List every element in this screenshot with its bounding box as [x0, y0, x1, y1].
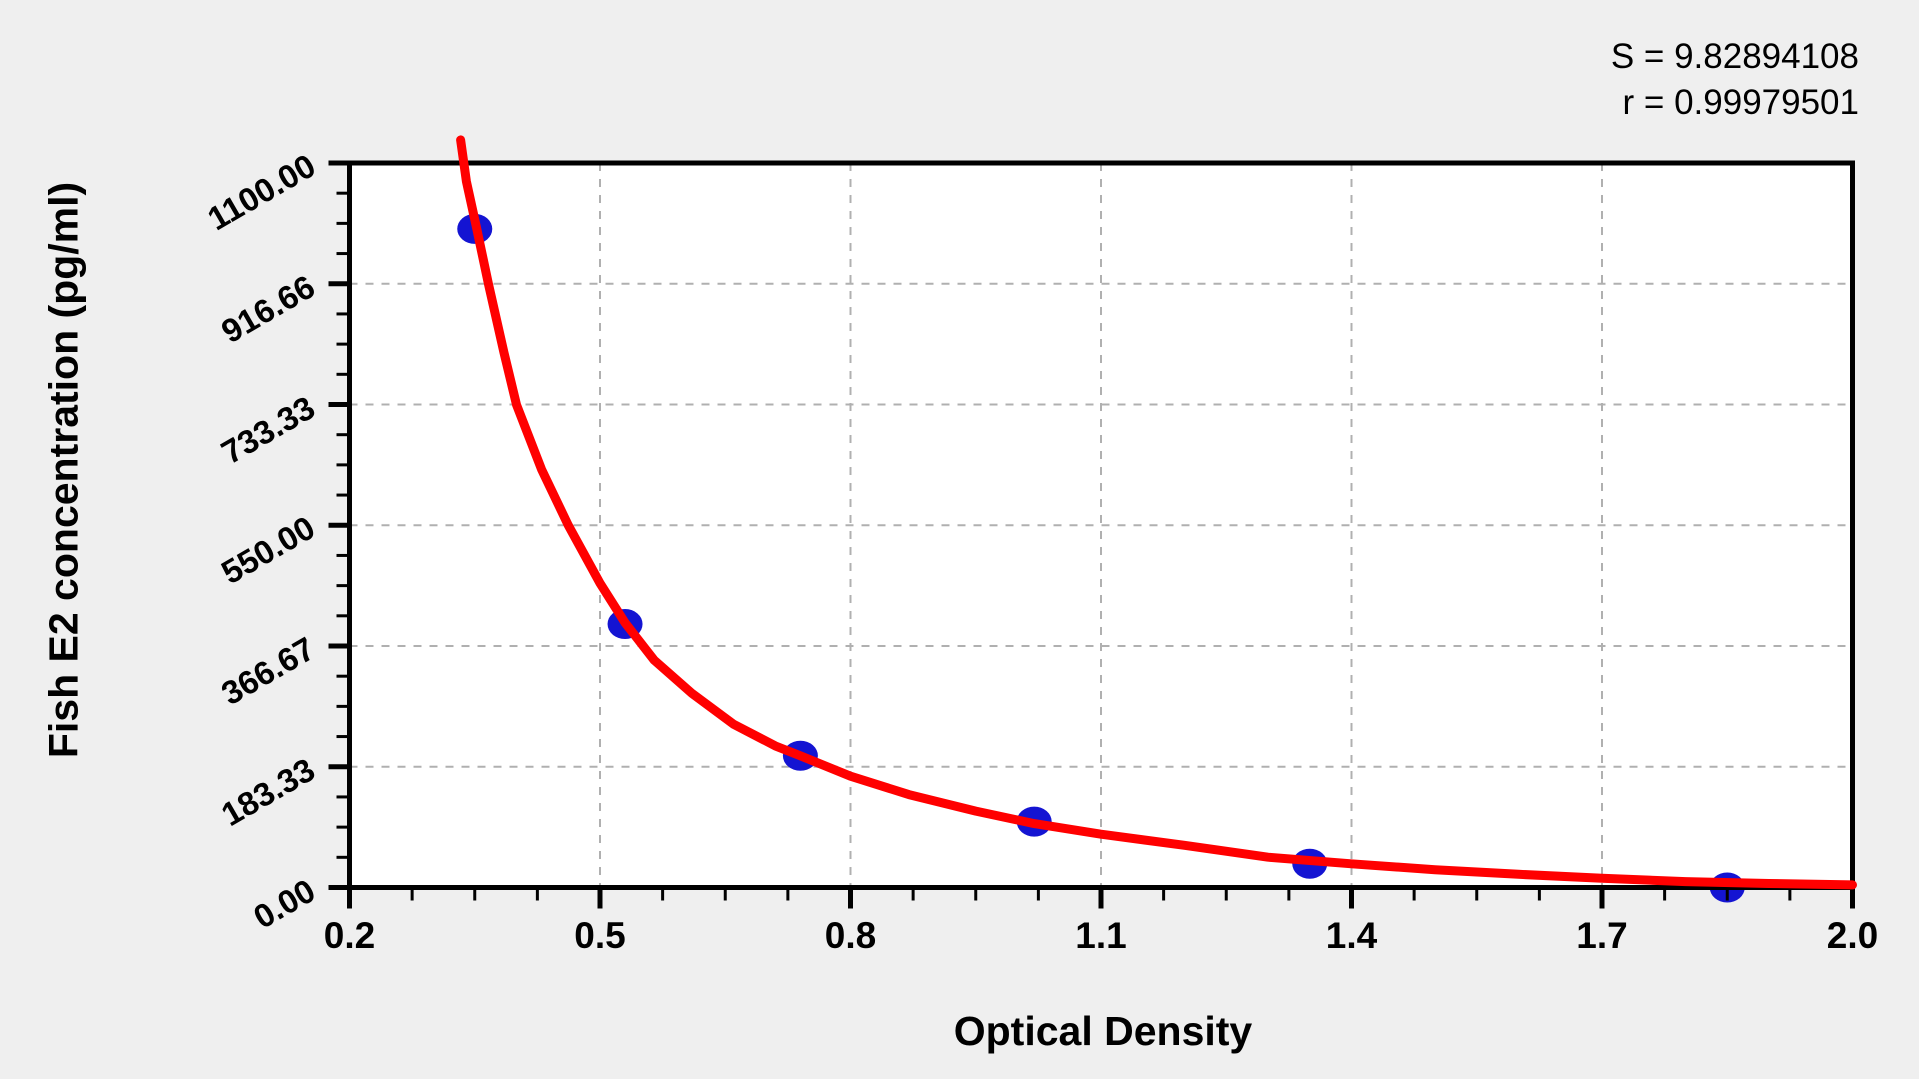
x-tick-label: 0.5	[574, 914, 626, 956]
y-axis-title: Fish E2 concentration (pg/ml)	[40, 181, 87, 759]
fit-curve	[456, 135, 1857, 890]
x-tick-label: 1.4	[1325, 914, 1378, 956]
x-axis-title: Optical Density	[953, 1008, 1253, 1054]
x-tick-label: 0.2	[323, 914, 376, 956]
x-tick-label: 2.0	[1826, 914, 1879, 956]
regression-stats: S = 9.82894108 r = 0.99979501	[1611, 34, 1859, 126]
x-tick-label: 1.1	[1075, 914, 1127, 956]
stat-s: S = 9.82894108	[1610, 37, 1859, 76]
stat-r: r = 0.99979501	[1622, 83, 1859, 122]
x-tick-label: 1.7	[1576, 914, 1628, 956]
x-tick-label: 0.8	[824, 914, 877, 956]
